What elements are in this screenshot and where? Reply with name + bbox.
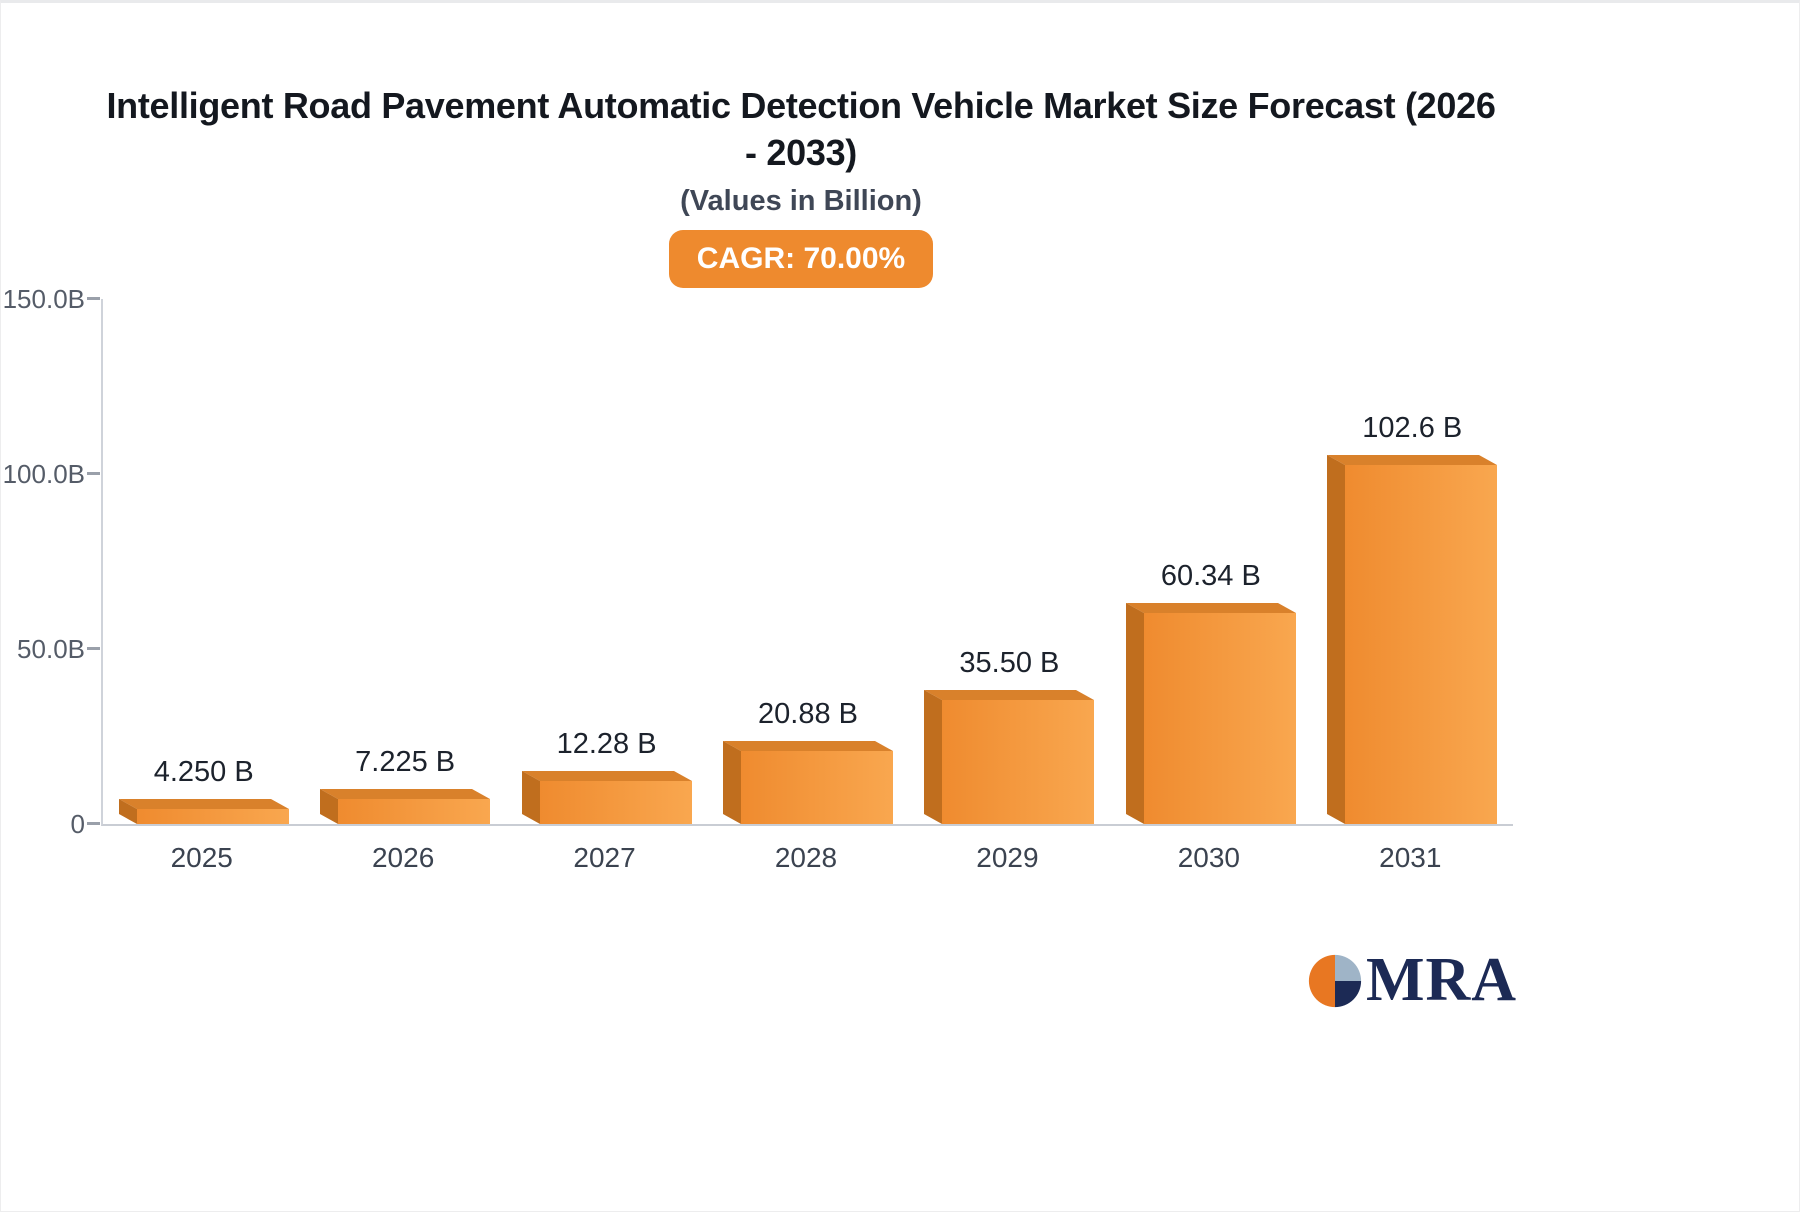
- plot-area: 4.250 B 7.225 B 12.28 B 20.88 B 35.50 B 60.34…: [87, 297, 1513, 826]
- x-axis-label: 2028: [774, 842, 838, 873]
- y-tick-label: 150.0B: [2, 284, 85, 314]
- x-axis-label: 2026: [371, 842, 435, 873]
- y-tick-label: 0: [70, 809, 85, 839]
- x-axis-label: 2025: [170, 842, 233, 873]
- bar-value-label: 12.28 B: [556, 728, 657, 760]
- y-tick-mark: [87, 647, 100, 650]
- y-tick-label: 100.0B: [2, 459, 85, 489]
- bar-value-label: 7.225 B: [355, 746, 456, 778]
- chart-header: Intelligent Road Pavement Automatic Dete…: [91, 83, 1511, 288]
- y-tick-mark: [87, 472, 100, 475]
- bar-2026: [320, 789, 491, 824]
- bar-value-label: 4.250 B: [153, 756, 254, 788]
- mra-logo: MRA: [1306, 945, 1517, 1016]
- bar-value-label: 102.6 B: [1362, 412, 1463, 444]
- x-axis-label: 2030: [1177, 842, 1240, 873]
- y-tick-mark: [87, 822, 100, 825]
- bar-value-label: 35.50 B: [959, 647, 1060, 679]
- chart-subtitle: (Values in Billion): [680, 184, 922, 217]
- x-axis-label: 2027: [573, 842, 636, 873]
- bar-2029: [924, 690, 1095, 824]
- y-tick-mark: [87, 297, 100, 300]
- bar-2027: [521, 771, 692, 824]
- page-title-line-1: Intelligent Road Pavement Automatic Dete…: [106, 85, 1496, 126]
- page-title-line-2: - 2033): [745, 131, 857, 173]
- mra-pie-icon: [1308, 954, 1362, 1007]
- bar-value-label: 60.34 B: [1160, 560, 1261, 592]
- x-axis-labels: 2025 2026 2027 2028 2029 2030 2031: [101, 842, 1511, 882]
- bar-2025: [118, 799, 289, 824]
- bar-2028: [723, 741, 893, 824]
- bar-value-label: 20.88 B: [758, 698, 858, 730]
- bar-2031: [1327, 455, 1498, 824]
- cagr-badge: CAGR: 70.00%: [668, 229, 934, 288]
- bar-2030: [1125, 603, 1296, 824]
- y-tick-label: 50.0B: [17, 634, 85, 664]
- y-axis-labels: 0 50.0B 100.0B 150.0B: [1, 284, 85, 839]
- mra-logo-text: MRA: [1366, 946, 1518, 1014]
- x-axis-label: 2029: [976, 842, 1039, 873]
- x-axis-label: 2031: [1379, 842, 1442, 873]
